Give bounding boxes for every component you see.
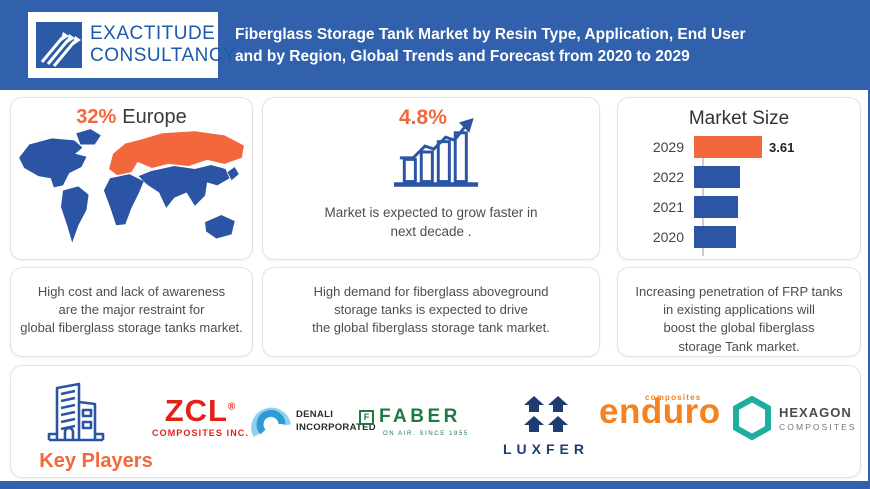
map-region-greenland xyxy=(76,129,101,145)
insight-line: High demand for fiberglass aboveground xyxy=(313,284,549,299)
europe-share-region: Europe xyxy=(122,106,187,128)
growth-caption-line2: next decade . xyxy=(390,223,472,239)
bar-year-label: 2029 xyxy=(652,139,684,155)
growth-arrows-icon xyxy=(36,22,82,68)
insight-opportunity-text: Increasing penetration of FRP tanks in e… xyxy=(618,268,860,356)
bar-year-label: 2020 xyxy=(652,229,684,245)
bar-2022 xyxy=(694,166,740,188)
bar-2021 xyxy=(694,196,738,218)
faber-wordmark: FABER xyxy=(379,406,461,427)
insight-line: in existing applications will xyxy=(663,302,815,318)
map-region-north-america xyxy=(19,138,87,188)
insight-card-driver: High demand for fiberglass aboveground s… xyxy=(262,267,600,357)
registered-mark: ® xyxy=(227,401,237,413)
logo-enduro-composites: composites enduro xyxy=(599,392,721,431)
zcl-subtext: COMPOSITES INC. xyxy=(152,428,250,439)
insight-line: storage Tank market. xyxy=(678,338,800,354)
market-size-bar-row: 2020 xyxy=(632,226,852,248)
luxfer-wordmark: LUXFER xyxy=(503,441,589,457)
luxfer-arrows-icon xyxy=(524,396,568,432)
europe-share-label: 32% Europe xyxy=(11,106,252,129)
europe-share-card: 32% Europe xyxy=(10,97,253,260)
page-title: Fiberglass Storage Tank Market by Resin … xyxy=(235,24,840,69)
insight-line: the global fiberglass storage tank marke… xyxy=(312,320,550,336)
map-region-africa xyxy=(103,174,144,226)
market-size-bar-row: 2022 xyxy=(632,166,852,188)
company-logo: EXACTITUDE CONSULTANCY xyxy=(28,12,236,78)
insight-driver-text: High demand for fiberglass aboveground s… xyxy=(263,268,599,338)
logo-zcl-composites: ZCL® COMPOSITES INC. xyxy=(152,393,250,439)
europe-share-percent: 32% xyxy=(76,106,117,128)
bar-2020 xyxy=(694,226,736,248)
logo-faber: F FABER ON AIR. SINCE 1955 xyxy=(359,406,469,437)
faber-tagline: ON AIR. SINCE 1955 xyxy=(383,431,469,437)
company-name-line2: CONSULTANCY xyxy=(90,45,237,66)
enduro-wordmark: enduro xyxy=(599,392,721,431)
company-name-line1: EXACTITUDE xyxy=(90,23,216,45)
page-title-line2: and by Region, Global Trends and Forecas… xyxy=(235,48,690,66)
map-region-australia xyxy=(205,215,235,239)
market-size-card: Market Size 2029 3.61 2022 2021 2020 xyxy=(617,97,861,260)
map-region-japan xyxy=(227,166,239,181)
header-banner: EXACTITUDE CONSULTANCY Fiberglass Storag… xyxy=(0,0,870,90)
insight-line: are the major restraint for xyxy=(58,302,205,318)
growth-caption-line1: Market is expected to grow faster in xyxy=(324,205,538,220)
map-region-south-america xyxy=(60,186,89,243)
hexagon-wordmark: HEXAGON COMPOSITES xyxy=(779,404,857,432)
logo-luxfer: LUXFER xyxy=(503,396,589,457)
logo-hexagon-composites: HEXAGON COMPOSITES xyxy=(733,396,857,440)
company-name: EXACTITUDE CONSULTANCY xyxy=(90,23,236,67)
hexagon-icon xyxy=(733,396,771,440)
denali-swirl-icon xyxy=(251,407,291,437)
growth-chart-icon xyxy=(391,104,487,200)
growth-caption: Market is expected to grow faster in nex… xyxy=(263,204,599,242)
insight-line: High cost and lack of awareness xyxy=(37,284,226,299)
page-title-line1: Fiberglass Storage Tank Market by Resin … xyxy=(235,26,746,43)
logo-denali-incorporated: DENALI INCORPORATED xyxy=(251,401,376,443)
insight-restraint-text: High cost and lack of awareness are the … xyxy=(11,268,252,338)
key-players-card: Key Players ZCL® COMPOSITES INC. DENALI … xyxy=(10,365,861,478)
growth-rate-card: 4.8% Market is expected to grow faster i… xyxy=(262,97,600,260)
bar-value-label: 3.61 xyxy=(769,139,795,155)
world-map xyxy=(19,129,244,243)
insight-card-restraint: High cost and lack of awareness are the … xyxy=(10,267,253,357)
market-size-bar-row: 2021 xyxy=(632,196,852,218)
building-icon xyxy=(43,380,107,451)
bar-year-label: 2022 xyxy=(652,169,684,185)
market-size-chart: 2029 3.61 2022 2021 2020 xyxy=(632,136,852,256)
frame-right-border xyxy=(868,0,870,489)
insight-line: boost the global fiberglass xyxy=(663,320,815,336)
insight-line: Increasing penetration of FRP tanks xyxy=(635,284,843,299)
map-region-europe-russia xyxy=(109,131,244,176)
cagr-percent: 4.8% xyxy=(399,106,447,129)
key-players-title: Key Players xyxy=(39,450,153,472)
faber-square-icon: F xyxy=(359,409,374,425)
bar-year-label: 2021 xyxy=(652,199,684,215)
denali-wordmark: DENALI INCORPORATED xyxy=(296,409,376,433)
bar-2029 xyxy=(694,136,762,158)
insight-line: storage tanks is expected to drive xyxy=(334,302,528,318)
map-region-asia xyxy=(138,164,230,208)
frame-bottom-border xyxy=(0,481,870,489)
insight-line: global fiberglass storage tanks market. xyxy=(20,320,243,336)
insight-card-opportunity: Increasing penetration of FRP tanks in e… xyxy=(617,267,861,357)
enduro-subtext: composites xyxy=(645,393,702,402)
market-size-title: Market Size xyxy=(688,108,790,129)
market-size-bar-row: 2029 3.61 xyxy=(632,136,852,158)
zcl-wordmark: ZCL® xyxy=(164,393,237,428)
